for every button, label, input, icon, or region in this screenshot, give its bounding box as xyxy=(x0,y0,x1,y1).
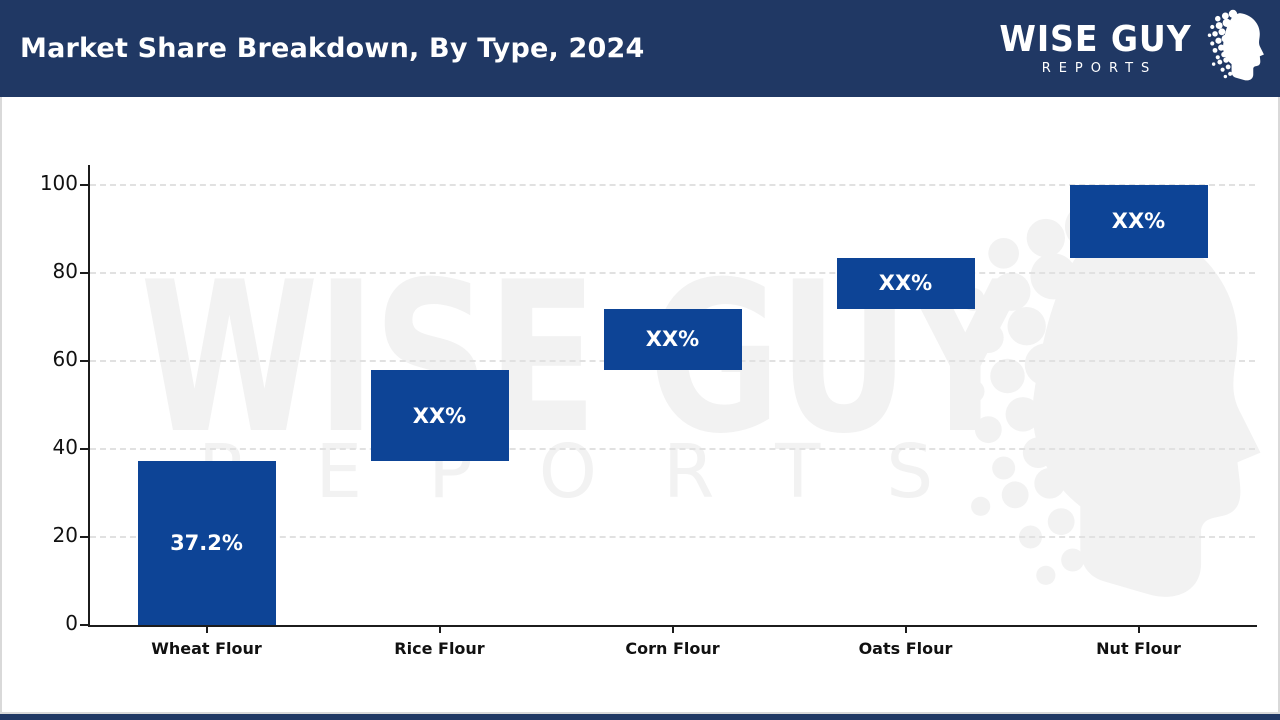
y-tick-label: 20 xyxy=(52,523,78,547)
category-label: Nut Flour xyxy=(1096,639,1181,658)
category-label: Corn Flour xyxy=(625,639,720,658)
gridline xyxy=(90,184,1255,186)
gridline xyxy=(90,448,1255,450)
bar-value-label: XX% xyxy=(878,271,933,296)
category-label: Rice Flour xyxy=(394,639,485,658)
y-tick-label: 80 xyxy=(52,259,78,283)
x-tick-mark xyxy=(438,627,441,633)
y-tick-mark xyxy=(80,536,88,538)
category-label: Oats Flour xyxy=(858,639,953,658)
gridline xyxy=(90,272,1255,274)
waterfall-bar-wheat-flour: 37.2% xyxy=(137,461,276,625)
footer-bar xyxy=(0,714,1280,720)
waterfall-bar-rice-flour: XX% xyxy=(370,369,509,462)
y-tick-label: 60 xyxy=(52,347,78,371)
y-tick-mark xyxy=(80,184,88,186)
brand-name: WISE GUY xyxy=(999,19,1192,60)
brand-subtitle: REPORTS xyxy=(1041,61,1158,76)
y-tick-mark xyxy=(80,448,88,450)
y-tick-mark xyxy=(80,624,88,626)
brand-text: WISE GUY REPORTS xyxy=(991,19,1200,76)
gridline xyxy=(90,536,1255,538)
waterfall-bar-oats-flour: XX% xyxy=(836,257,975,310)
y-tick-label: 40 xyxy=(52,435,78,459)
face-dots-icon xyxy=(1207,9,1264,80)
x-tick-mark xyxy=(904,627,907,633)
page-title: Market Share Breakdown, By Type, 2024 xyxy=(20,33,645,64)
x-tick-mark xyxy=(1137,627,1140,633)
waterfall-bar-corn-flour: XX% xyxy=(603,309,742,370)
x-tick-mark xyxy=(671,627,674,633)
bar-value-label: XX% xyxy=(1111,209,1166,234)
category-label: Wheat Flour xyxy=(151,639,262,658)
bar-value-label: XX% xyxy=(412,403,467,428)
x-axis-line xyxy=(88,625,1257,627)
y-tick-label: 0 xyxy=(65,611,78,635)
y-tick-mark xyxy=(80,360,88,362)
y-tick-mark xyxy=(80,272,88,274)
bar-value-label: 37.2% xyxy=(170,531,243,556)
header-bar: Market Share Breakdown, By Type, 2024 WI… xyxy=(0,0,1280,97)
chart-area: WISE GUY REPORTS xyxy=(0,97,1280,714)
brand-logo: WISE GUY REPORTS xyxy=(991,7,1266,91)
x-tick-mark xyxy=(205,627,208,633)
bar-value-label: XX% xyxy=(645,327,700,352)
y-tick-label: 100 xyxy=(39,171,78,195)
y-axis-line xyxy=(88,165,90,627)
waterfall-chart: 0 20 40 60 80 100 37.2% Wheat Flour XX% Rice Flou… xyxy=(2,97,1278,712)
waterfall-bar-nut-flour: XX% xyxy=(1069,185,1208,258)
